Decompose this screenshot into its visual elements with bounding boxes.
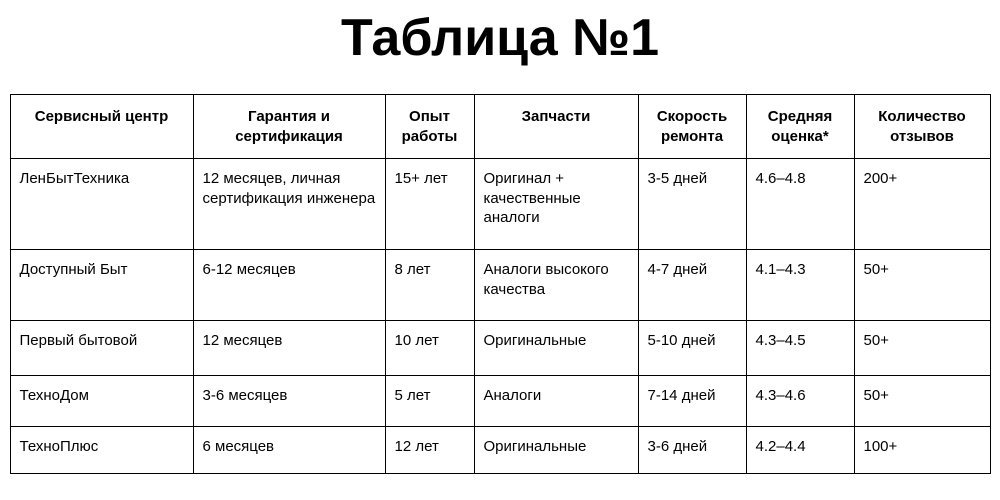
cell-experience: 12 лет — [384, 426, 475, 474]
cell-avg_rating: 4.3–4.6 — [745, 375, 855, 427]
cell-parts: Оригинал + качественные аналоги — [473, 158, 639, 250]
cell-warranty: 12 месяцев — [192, 320, 386, 376]
header-cell-parts: Запчасти — [473, 94, 639, 159]
table-row: ТехноПлюс 6 месяцев 12 лет Оригинальные 3-6 … — [9, 426, 991, 474]
cell-parts: Аналоги высокого качества — [473, 249, 639, 321]
cell-reviews_count: 50+ — [853, 249, 991, 321]
table-row: ЛенБытТехника 12 месяцев, личная сертифик… — [9, 158, 991, 250]
cell-repair_speed: 5-10 дней — [637, 320, 747, 376]
cell-repair_speed: 3-5 дней — [637, 158, 747, 250]
service-centers-table: Сервисный центр Гарантия и сертификация Оп… — [9, 94, 991, 474]
header-cell-service_center: Сервисный центр — [9, 94, 194, 159]
cell-experience: 10 лет — [384, 320, 475, 376]
table-body: ЛенБытТехника 12 месяцев, личная сертифик… — [9, 158, 991, 474]
header-cell-reviews_count: Количество отзывов — [853, 94, 991, 159]
cell-experience: 8 лет — [384, 249, 475, 321]
cell-repair_speed: 3-6 дней — [637, 426, 747, 474]
table-row: Доступный Быт 6-12 месяцев 8 лет Аналоги вы… — [9, 249, 991, 321]
cell-service_center: ТехноПлюс — [9, 426, 194, 474]
cell-warranty: 6-12 месяцев — [192, 249, 386, 321]
cell-avg_rating: 4.1–4.3 — [745, 249, 855, 321]
cell-service_center: Доступный Быт — [9, 249, 194, 321]
table-header-row: Сервисный центр Гарантия и сертификация Оп… — [9, 94, 991, 159]
cell-parts: Оригинальные — [473, 426, 639, 474]
header-cell-experience: Опыт работы — [384, 94, 475, 159]
cell-warranty: 12 месяцев, личная сертификация инженера — [192, 158, 386, 250]
cell-parts: Аналоги — [473, 375, 639, 427]
cell-parts: Оригинальные — [473, 320, 639, 376]
cell-reviews_count: 50+ — [853, 320, 991, 376]
cell-avg_rating: 4.3–4.5 — [745, 320, 855, 376]
cell-warranty: 6 месяцев — [192, 426, 386, 474]
cell-reviews_count: 200+ — [853, 158, 991, 250]
cell-reviews_count: 100+ — [853, 426, 991, 474]
table-row: ТехноДом 3-6 месяцев 5 лет Аналоги 7-14 дней… — [9, 375, 991, 427]
cell-repair_speed: 4-7 дней — [637, 249, 747, 321]
cell-experience: 5 лет — [384, 375, 475, 427]
cell-reviews_count: 50+ — [853, 375, 991, 427]
cell-avg_rating: 4.2–4.4 — [745, 426, 855, 474]
header-cell-warranty: Гарантия и сертификация — [192, 94, 386, 159]
cell-service_center: Первый бытовой — [9, 320, 194, 376]
header-cell-avg_rating: Средняя оценка* — [745, 94, 855, 159]
cell-repair_speed: 7-14 дней — [637, 375, 747, 427]
cell-service_center: ЛенБытТехника — [9, 158, 194, 250]
header-cell-repair_speed: Скорость ремонта — [637, 94, 747, 159]
cell-warranty: 3-6 месяцев — [192, 375, 386, 427]
page-title: Таблица №1 — [340, 9, 660, 67]
cell-experience: 15+ лет — [384, 158, 475, 250]
table-row: Первый бытовой 12 месяцев 10 лет Оригинальн… — [9, 320, 991, 376]
cell-avg_rating: 4.6–4.8 — [745, 158, 855, 250]
cell-service_center: ТехноДом — [9, 375, 194, 427]
